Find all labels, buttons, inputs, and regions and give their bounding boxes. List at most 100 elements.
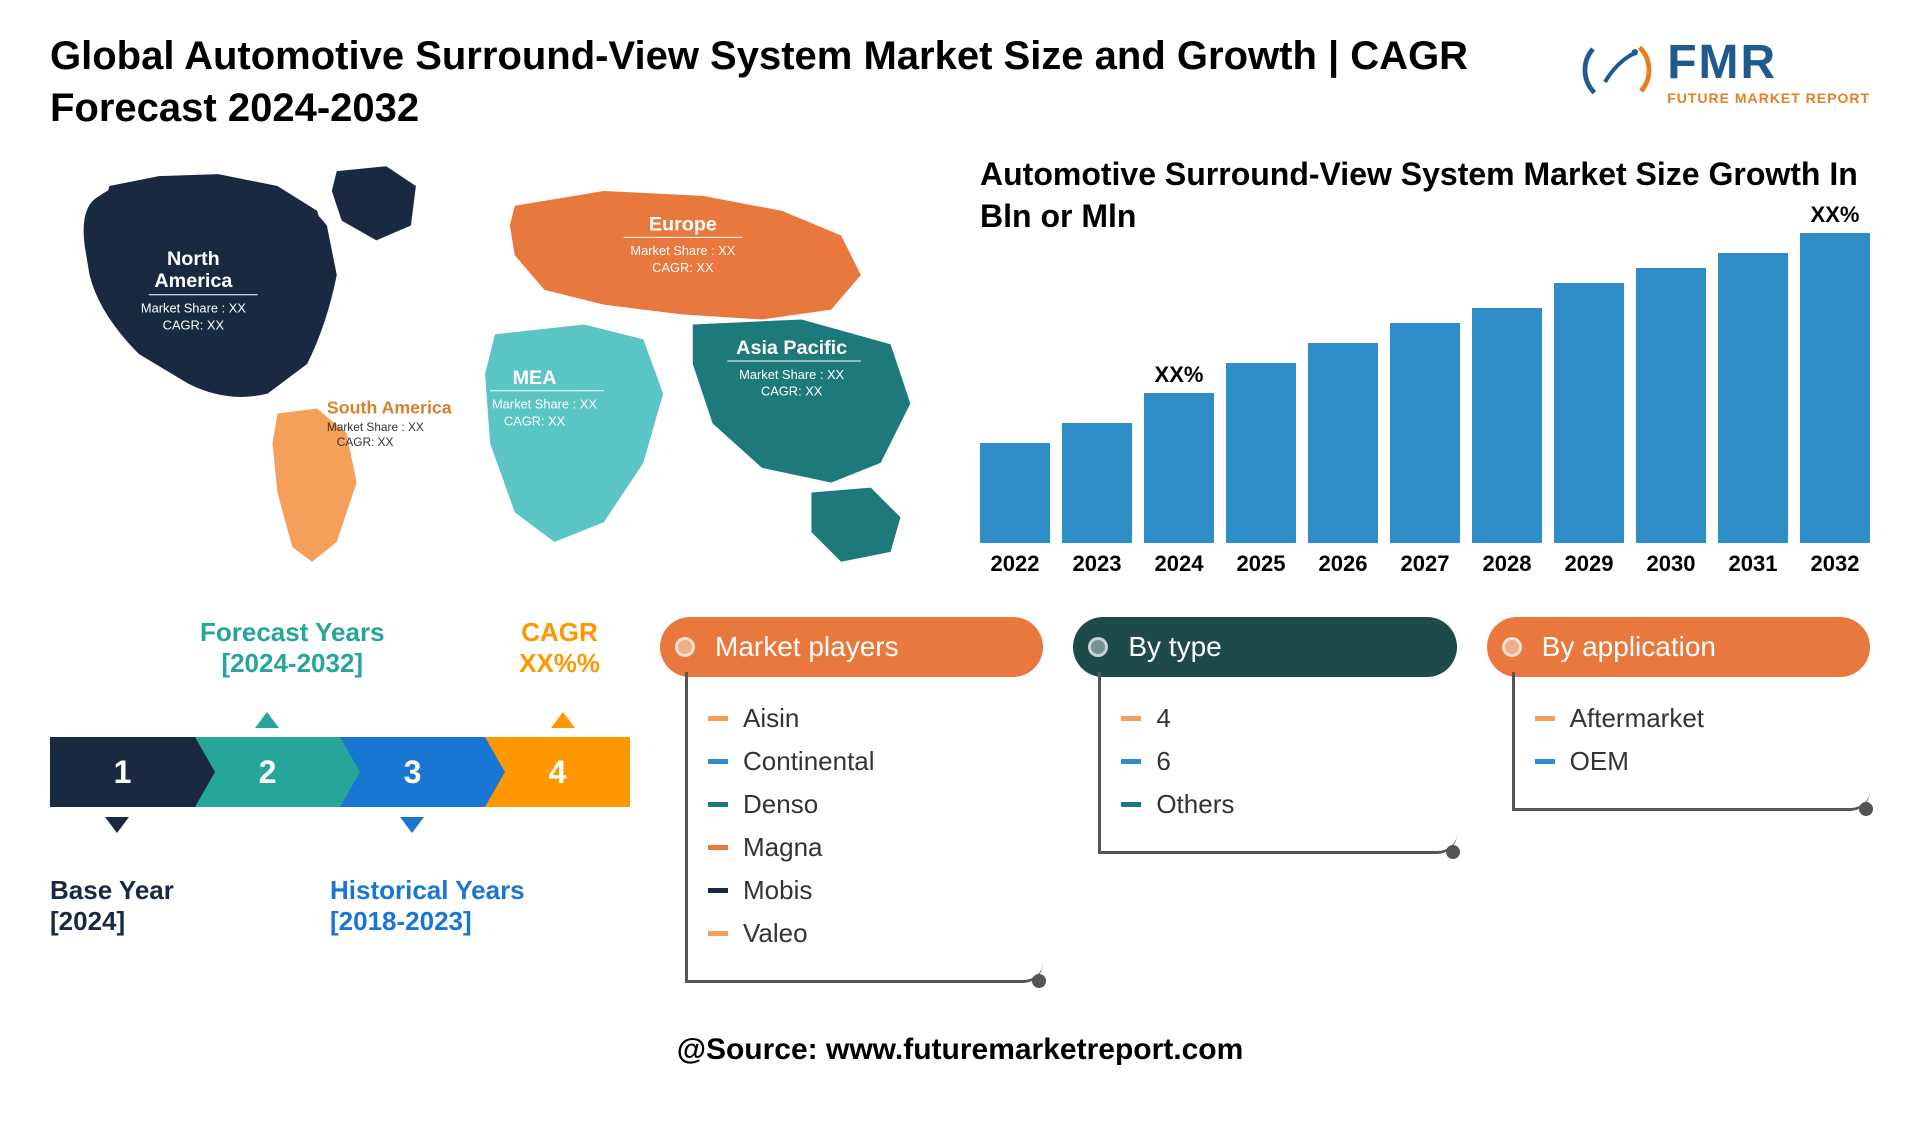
card-dot-icon: [1088, 637, 1108, 657]
card-item-label: Others: [1156, 789, 1234, 820]
source-attribution: @Source: www.futuremarketreport.com: [50, 1033, 1870, 1067]
timeline-segment: 3: [340, 737, 485, 807]
svg-text:CAGR: XX: CAGR: XX: [652, 260, 714, 275]
bar-pct-label: XX%: [1811, 202, 1860, 228]
card-item: OEM: [1535, 740, 1850, 783]
item-dash-icon: [1121, 802, 1141, 807]
bottom-section: Forecast Years [2024-2032] CAGR XX%% 123…: [50, 617, 1870, 983]
svg-text:Market Share : XX: Market Share : XX: [630, 243, 735, 258]
info-card: Market players Aisin Continental Denso M…: [660, 617, 1043, 983]
chart-bar: [1390, 323, 1460, 543]
card-body: Aftermarket OEM: [1512, 672, 1870, 811]
svg-text:Market Share : XX: Market Share : XX: [327, 420, 424, 434]
card-item: Valeo: [708, 912, 1023, 955]
world-map: North America Market Share : XX CAGR: XX…: [50, 154, 940, 574]
historical-label: Historical Years [2018-2023]: [330, 875, 525, 937]
card-item-label: Aisin: [743, 703, 799, 734]
card-title: By type: [1128, 631, 1221, 663]
bar-year-label: 2024: [1155, 551, 1204, 577]
timeline-segment: 2: [195, 737, 340, 807]
item-dash-icon: [708, 802, 728, 807]
bar-year-label: 2027: [1401, 551, 1450, 577]
item-dash-icon: [708, 931, 728, 936]
cagr-label: CAGR XX%%: [519, 617, 600, 679]
card-item: Aftermarket: [1535, 697, 1850, 740]
svg-text:South America: South America: [327, 397, 452, 417]
item-dash-icon: [1535, 716, 1555, 721]
timeline-segment: 1: [50, 737, 195, 807]
info-card: By type 4 6 Others: [1073, 617, 1456, 983]
chart-bar: [1800, 233, 1870, 543]
card-item: 6: [1121, 740, 1436, 783]
card-item: Continental: [708, 740, 1023, 783]
bar-year-label: 2030: [1647, 551, 1696, 577]
bar-group: 2028: [1472, 308, 1542, 577]
chart-bar: [1062, 423, 1132, 543]
svg-text:North: North: [167, 248, 220, 270]
forecast-label: Forecast Years [2024-2032]: [200, 617, 385, 679]
base-arrow-icon: [105, 817, 129, 833]
svg-text:CAGR: XX: CAGR: XX: [163, 317, 225, 332]
card-item-label: OEM: [1570, 746, 1629, 777]
chart-bar: [1554, 283, 1624, 543]
chart-bar: [1718, 253, 1788, 543]
chart-bar: [1226, 363, 1296, 543]
info-card: By application Aftermarket OEM: [1487, 617, 1870, 983]
card-header: Market players: [660, 617, 1043, 677]
timeline-segment: 4: [485, 737, 630, 807]
chart-bar: [1636, 268, 1706, 543]
bar-group: XX% 2024: [1144, 362, 1214, 577]
svg-text:Market Share : XX: Market Share : XX: [492, 397, 597, 412]
logo-sub: FUTURE MARKET REPORT: [1667, 90, 1870, 106]
logo-main: FMR: [1667, 35, 1870, 90]
card-dot-icon: [675, 637, 695, 657]
svg-text:CAGR: XX: CAGR: XX: [337, 435, 394, 449]
item-dash-icon: [708, 888, 728, 893]
card-item-label: Continental: [743, 746, 875, 777]
bar-year-label: 2028: [1483, 551, 1532, 577]
logo: FMR FUTURE MARKET REPORT: [1577, 30, 1870, 110]
svg-text:Market Share : XX: Market Share : XX: [141, 301, 246, 316]
bar-year-label: 2031: [1729, 551, 1778, 577]
card-item-label: Valeo: [743, 918, 808, 949]
bar-chart: Automotive Surround-View System Market S…: [980, 154, 1870, 577]
card-item: Aisin: [708, 697, 1023, 740]
bar-year-label: 2023: [1073, 551, 1122, 577]
bar-year-label: 2025: [1237, 551, 1286, 577]
card-item: Denso: [708, 783, 1023, 826]
bars-container: 2022 2023 XX% 2024 2025 2026 2027 2028 2…: [980, 257, 1870, 577]
page-title: Global Automotive Surround-View System M…: [50, 30, 1550, 134]
card-title: Market players: [715, 631, 899, 663]
svg-text:CAGR: XX: CAGR: XX: [761, 384, 823, 399]
bar-year-label: 2022: [991, 551, 1040, 577]
svg-text:Europe: Europe: [649, 214, 717, 236]
chart-bar: [1472, 308, 1542, 543]
bar-group: XX% 2032: [1800, 202, 1870, 577]
bar-year-label: 2032: [1811, 551, 1860, 577]
card-item-label: Mobis: [743, 875, 812, 906]
chart-bar: [1308, 343, 1378, 543]
forecast-arrow-icon: [255, 712, 279, 728]
item-dash-icon: [1121, 716, 1141, 721]
item-dash-icon: [1121, 759, 1141, 764]
card-item-label: Magna: [743, 832, 823, 863]
chart-title: Automotive Surround-View System Market S…: [980, 154, 1870, 237]
bar-group: 2022: [980, 443, 1050, 577]
bar-group: 2023: [1062, 423, 1132, 577]
cagr-arrow-icon: [551, 712, 575, 728]
card-item: Others: [1121, 783, 1436, 826]
item-dash-icon: [708, 845, 728, 850]
bar-group: 2031: [1718, 253, 1788, 577]
bar-pct-label: XX%: [1155, 362, 1204, 388]
card-body: Aisin Continental Denso Magna Mobis Vale…: [685, 672, 1043, 983]
card-body: 4 6 Others: [1098, 672, 1456, 854]
svg-text:MEA: MEA: [513, 367, 557, 389]
item-dash-icon: [708, 759, 728, 764]
base-year-label: Base Year [2024]: [50, 875, 174, 937]
card-item-label: Aftermarket: [1570, 703, 1704, 734]
card-item: Magna: [708, 826, 1023, 869]
chart-bar: [1144, 393, 1214, 543]
timeline-bar: 1234: [50, 737, 630, 807]
item-dash-icon: [708, 716, 728, 721]
card-header: By application: [1487, 617, 1870, 677]
